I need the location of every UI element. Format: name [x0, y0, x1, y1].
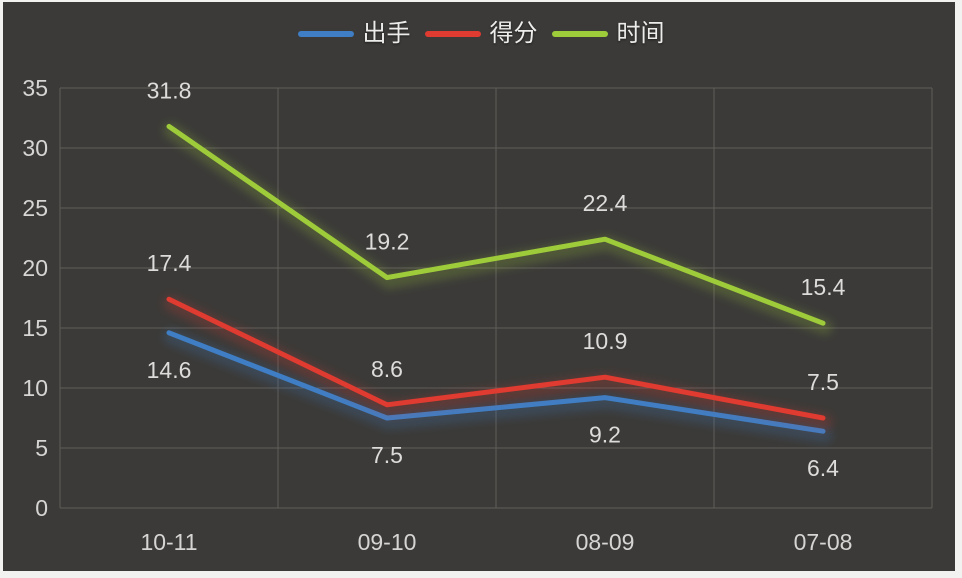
y-axis-tick-label: 10: [22, 375, 48, 401]
x-axis-category-label: 09-10: [358, 529, 417, 555]
data-point-label: 22.4: [583, 190, 628, 216]
y-axis-tick-label: 30: [22, 135, 48, 161]
series-layer: [163, 122, 833, 443]
series-line-glow: [163, 122, 833, 335]
x-axis-category-label: 08-09: [576, 529, 635, 555]
data-point-label: 17.4: [147, 250, 192, 276]
legend-dash-icon: [297, 31, 354, 37]
data-point-label: 6.4: [807, 455, 839, 481]
y-axis-tick-label: 5: [35, 435, 48, 461]
legend-item-minutes: 时间: [551, 20, 665, 47]
y-axis-tick-label: 25: [22, 195, 48, 221]
chart-legend: 出手 得分 时间: [0, 22, 962, 46]
y-axis-tick-label: 15: [22, 315, 48, 341]
legend-dash-icon: [424, 31, 481, 37]
series-line: [166, 123, 826, 326]
legend-dash-icon: [551, 31, 608, 37]
data-point-label: 9.2: [589, 422, 621, 448]
legend-item-shots: 出手: [297, 20, 411, 47]
data-point-label: 7.5: [371, 442, 403, 468]
label-layer: 0 5 10 15 20 25 30 35 10-11 09-10 08-09 07-08 14.6 7.…: [22, 75, 852, 555]
series-line: [166, 296, 826, 421]
x-axis-category-label: 10-11: [140, 529, 197, 555]
data-point-label: 8.6: [371, 356, 403, 382]
data-point-label: 7.5: [807, 369, 839, 395]
series-line-glow: [163, 329, 833, 443]
data-point-label: 14.6: [147, 357, 192, 383]
data-point-label: 19.2: [365, 229, 410, 255]
x-axis-category-label: 07-08: [794, 529, 853, 555]
legend-label: 时间: [616, 20, 665, 47]
y-axis-tick-label: 35: [22, 75, 48, 101]
series-line-glow: [163, 295, 833, 430]
legend-label: 得分: [489, 20, 538, 47]
legend-label: 出手: [362, 20, 411, 47]
data-point-label: 10.9: [583, 328, 628, 354]
legend-item-points: 得分: [424, 20, 538, 47]
y-axis-tick-label: 0: [35, 495, 48, 521]
series-line: [166, 330, 826, 434]
chart-background: [3, 2, 955, 571]
y-axis-tick-label: 20: [22, 255, 48, 281]
data-point-label: 15.4: [801, 274, 846, 300]
data-point-label: 31.8: [147, 77, 192, 103]
